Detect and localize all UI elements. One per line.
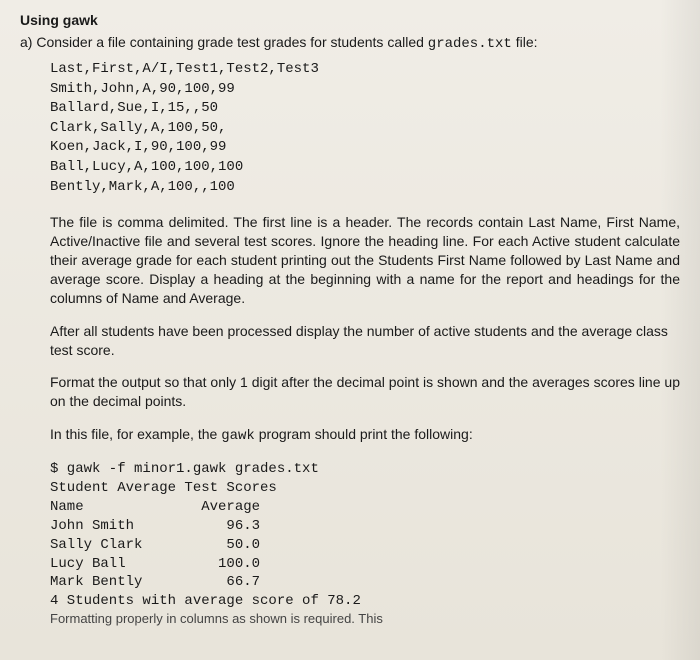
section-heading: Using gawk xyxy=(20,12,680,28)
example-intro-prefix: In this file, for example, the xyxy=(50,426,221,442)
cutoff-line: Formatting properly in columns as shown … xyxy=(50,611,680,626)
example-intro-suffix: program should print the following: xyxy=(255,426,473,442)
sample-output-block: $ gawk -f minor1.gawk grades.txt Student… xyxy=(50,460,680,611)
question-line: a) Consider a file containing grade test… xyxy=(20,34,680,52)
file-contents-block: Last,First,A/I,Test1,Test2,Test3 Smith,J… xyxy=(50,60,680,197)
paragraph-1: The file is comma delimited. The first l… xyxy=(50,213,680,307)
question-text-prefix: a) Consider a file containing grade test… xyxy=(20,34,428,50)
paragraph-2: After all students have been processed d… xyxy=(50,322,680,360)
paragraph-3: Format the output so that only 1 digit a… xyxy=(50,373,680,411)
question-text-suffix: file: xyxy=(512,34,538,50)
example-intro: In this file, for example, the gawk prog… xyxy=(50,425,680,446)
gawk-inline: gawk xyxy=(221,428,255,444)
filename-inline: grades.txt xyxy=(428,36,512,52)
